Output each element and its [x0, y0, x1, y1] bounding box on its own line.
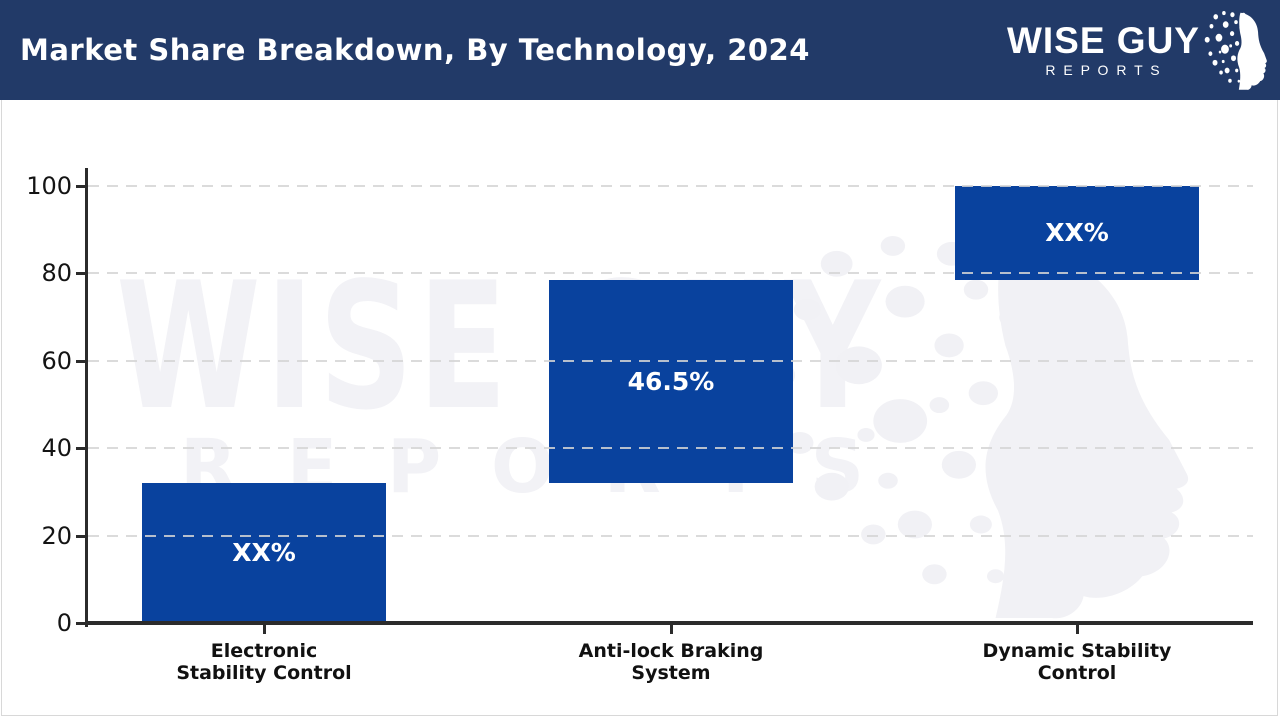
y-tick-mark: [76, 359, 85, 363]
x-tick-mark: [670, 625, 673, 634]
x-category-line: Anti-lock Braking: [578, 640, 764, 662]
gridline-60: [88, 359, 1253, 362]
brand-logo: WISE GUY R E P O R T S: [1007, 6, 1268, 94]
gridline-40: [88, 447, 1253, 450]
x-tick-mark: [1076, 625, 1079, 634]
x-category-label: Electronic Stability Control: [64, 640, 464, 684]
x-category-label: Anti-lock Braking System: [471, 640, 871, 684]
logo-wordmark: WISE GUY R E P O R T S: [1006, 20, 1200, 79]
bar-data-label: XX%: [1045, 217, 1109, 247]
y-axis-spine: [85, 168, 88, 627]
y-tick-label: 0: [56, 609, 72, 637]
header: Market Share Breakdown, By Technology, 2…: [0, 0, 1280, 100]
logo-reports: R E P O R T S: [1045, 62, 1162, 78]
dotted-head-profile-icon: [1204, 11, 1267, 90]
y-tick-mark: [76, 185, 85, 188]
bar-1: [142, 483, 386, 623]
x-category-line: Stability Control: [176, 662, 352, 684]
gridline-80: [88, 272, 1253, 275]
y-tick-label: 40: [41, 434, 72, 463]
gridline-20: [88, 534, 1253, 537]
y-tick-mark: [76, 534, 85, 538]
bar-2: [549, 279, 793, 484]
bar-data-label: XX%: [232, 538, 296, 568]
y-tick-label: 60: [41, 346, 72, 375]
x-tick-mark: [263, 625, 266, 634]
x-category-line: Electronic: [210, 640, 318, 662]
x-category-line: System: [631, 662, 711, 684]
x-axis-spine: [85, 621, 1253, 625]
y-tick-mark: [76, 447, 85, 451]
bar-data-label: 46.5%: [627, 366, 715, 396]
page-title: Market Share Breakdown, By Technology, 2…: [20, 33, 810, 67]
x-category-line: Control: [1037, 662, 1117, 684]
x-category-line: Dynamic Stability: [982, 640, 1172, 662]
y-tick-label: 80: [41, 259, 72, 288]
logo-name: WISE GUY: [1006, 20, 1200, 61]
y-tick-label: 100: [26, 172, 72, 200]
y-tick-mark: [76, 622, 85, 625]
y-tick-label: 20: [41, 521, 72, 550]
y-tick-mark: [76, 272, 85, 276]
gridline-100: [88, 185, 1253, 187]
x-category-label: Dynamic Stability Control: [877, 640, 1277, 684]
